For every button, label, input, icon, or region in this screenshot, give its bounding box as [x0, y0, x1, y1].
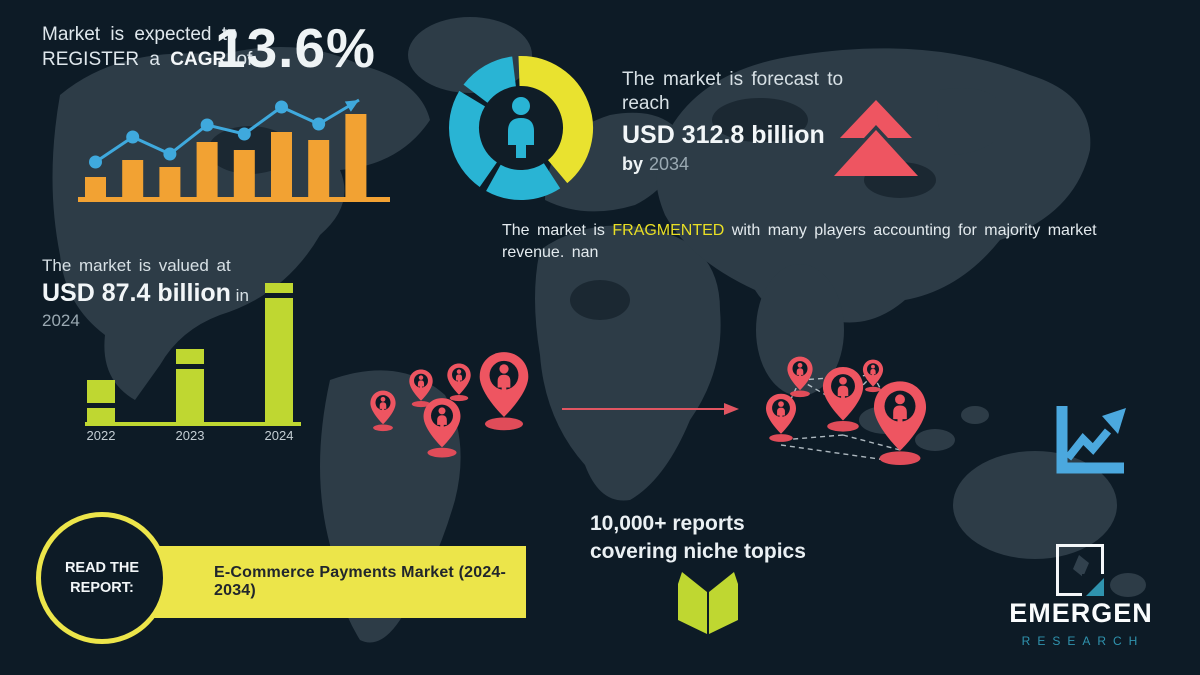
- cagr-line2-post: of: [226, 49, 253, 71]
- reports-line1: 10,000+ reports: [590, 512, 745, 535]
- cagr-line2-pre: REGISTER a: [42, 49, 171, 71]
- forecast-by-year: 2034: [649, 153, 690, 174]
- right-arrow-icon: [562, 403, 739, 415]
- fragmented-post: with many players accounting for majorit…: [502, 222, 1097, 262]
- person-icon: [508, 97, 534, 158]
- brand-name: EMERGEN: [1009, 598, 1153, 628]
- cagr-text: Market is expected to REGISTER a CAGR of: [42, 22, 252, 72]
- location-pin-icon: [785, 356, 815, 398]
- location-pin-icon: [368, 390, 398, 432]
- growth-chart-icon: [1056, 406, 1126, 474]
- cagr-value: 13.6%: [215, 17, 376, 79]
- fragmented-pre: The market is: [502, 222, 613, 239]
- brand-subtitle: RESEARCH: [1021, 634, 1145, 648]
- valuation-value: USD 87.4 billion: [42, 279, 231, 308]
- valuation-year: 2024: [42, 310, 80, 330]
- valuation-bar-chart: 2022 2023 2024: [85, 278, 301, 446]
- market-share-donut: [446, 53, 596, 203]
- reports-line2: covering niche topics: [590, 540, 806, 564]
- location-pin-icon: [763, 393, 799, 443]
- location-pin-icon: [475, 351, 533, 432]
- valuation-suffix: in: [230, 286, 249, 306]
- forecast-value: USD 312.8 billion: [622, 120, 825, 149]
- report-title: E-Commerce Payments Market (2024-2034): [214, 564, 507, 599]
- report-banner[interactable]: E-Commerce Payments Market (2024-2034): [140, 546, 526, 618]
- location-pin-icon: [420, 397, 464, 459]
- cagr-trend-chart: [78, 90, 390, 202]
- svg-text:2024: 2024: [265, 428, 294, 443]
- reports-count-text: 10,000+ reports covering niche topics: [590, 510, 806, 567]
- cagr-line1: Market is expected to: [42, 24, 238, 45]
- fragmented-text: The market is FRAGMENTED with many playe…: [502, 220, 1130, 264]
- valuation-text: The market is valued at USD 87.4 billion…: [42, 255, 249, 332]
- forecast-line2: reach: [622, 92, 670, 114]
- cagr-keyword: CAGR: [170, 49, 227, 71]
- valuation-line1: The market is valued at: [42, 256, 231, 275]
- svg-text:2023: 2023: [176, 428, 205, 443]
- forecast-text: The market is forecast to reach USD 312.…: [622, 68, 843, 175]
- read-report-label: READ THE REPORT:: [64, 559, 140, 596]
- emergen-logo-mark: [1056, 544, 1104, 596]
- forecast-by-label: by: [622, 153, 644, 174]
- open-book-icon: [678, 572, 738, 634]
- location-pin-icon: [869, 380, 931, 467]
- read-report-button[interactable]: READ THE REPORT:: [36, 512, 168, 644]
- double-up-arrow-icon: [834, 100, 918, 176]
- forecast-line1: The market is forecast to: [622, 69, 844, 90]
- location-pin-icon: [819, 366, 867, 433]
- fragmented-highlight: FRAGMENTED: [612, 222, 725, 239]
- svg-text:2022: 2022: [87, 428, 116, 443]
